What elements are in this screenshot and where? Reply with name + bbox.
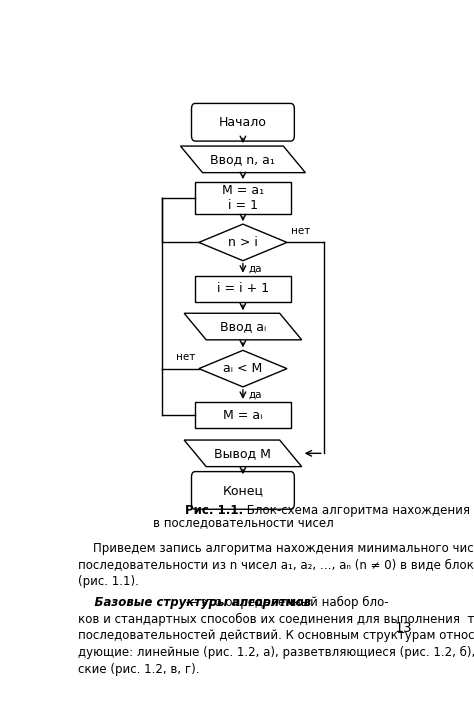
Text: Ввод aᵢ: Ввод aᵢ	[220, 320, 266, 333]
Polygon shape	[199, 350, 287, 387]
Polygon shape	[184, 313, 301, 340]
Text: Начало: Начало	[219, 116, 267, 129]
Polygon shape	[181, 146, 305, 173]
Text: M = aᵢ: M = aᵢ	[223, 408, 263, 421]
Text: Вывод M: Вывод M	[215, 446, 271, 460]
Text: — это определенный набор бло-: — это определенный набор бло-	[182, 596, 389, 609]
Text: Конец: Конец	[222, 484, 264, 497]
Text: Приведем запись алгоритма нахождения минимального числа M в: Приведем запись алгоритма нахождения мин…	[78, 542, 474, 555]
Text: в последовательности чисел: в последовательности чисел	[153, 516, 333, 529]
Text: (рис. 1.1).: (рис. 1.1).	[78, 575, 138, 588]
Bar	[195, 275, 291, 302]
Text: нет: нет	[176, 352, 195, 362]
Text: 13: 13	[394, 621, 412, 636]
Text: Ввод n, a₁: Ввод n, a₁	[210, 153, 275, 166]
Text: Рис. 1.1.: Рис. 1.1.	[185, 504, 243, 517]
FancyBboxPatch shape	[191, 472, 294, 509]
Polygon shape	[184, 440, 301, 467]
Bar	[195, 402, 291, 429]
Bar	[195, 182, 291, 214]
Text: Базовые структуры алгоритмов: Базовые структуры алгоритмов	[78, 596, 310, 609]
Text: последовательностей действий. К основным структурам относятся сле-: последовательностей действий. К основным…	[78, 629, 474, 642]
Text: ков и стандартных способов их соединения для выполнения  типичных: ков и стандартных способов их соединения…	[78, 613, 474, 626]
Text: дующие: линейные (рис. 1.2, a), разветвляющиеся (рис. 1.2, б), цикличе-: дующие: линейные (рис. 1.2, a), разветвл…	[78, 646, 474, 659]
Text: да: да	[248, 390, 262, 400]
Text: ские (рис. 1.2, в, г).: ские (рис. 1.2, в, г).	[78, 663, 199, 676]
Polygon shape	[199, 224, 287, 261]
Text: да: да	[248, 263, 262, 273]
Text: i = i + 1: i = i + 1	[217, 283, 269, 296]
Text: нет: нет	[291, 226, 310, 236]
Text: n > i: n > i	[228, 236, 258, 249]
Text: M = a₁
i = 1: M = a₁ i = 1	[222, 184, 264, 212]
Text: последовательности из n чисел a₁, a₂, …, aₙ (n ≠ 0) в виде блок-схемы: последовательности из n чисел a₁, a₂, …,…	[78, 559, 474, 572]
Text: Блок-схема алгоритма нахождения минимума: Блок-схема алгоритма нахождения минимума	[243, 504, 474, 517]
Text: aᵢ < M: aᵢ < M	[223, 362, 263, 375]
FancyBboxPatch shape	[191, 104, 294, 141]
